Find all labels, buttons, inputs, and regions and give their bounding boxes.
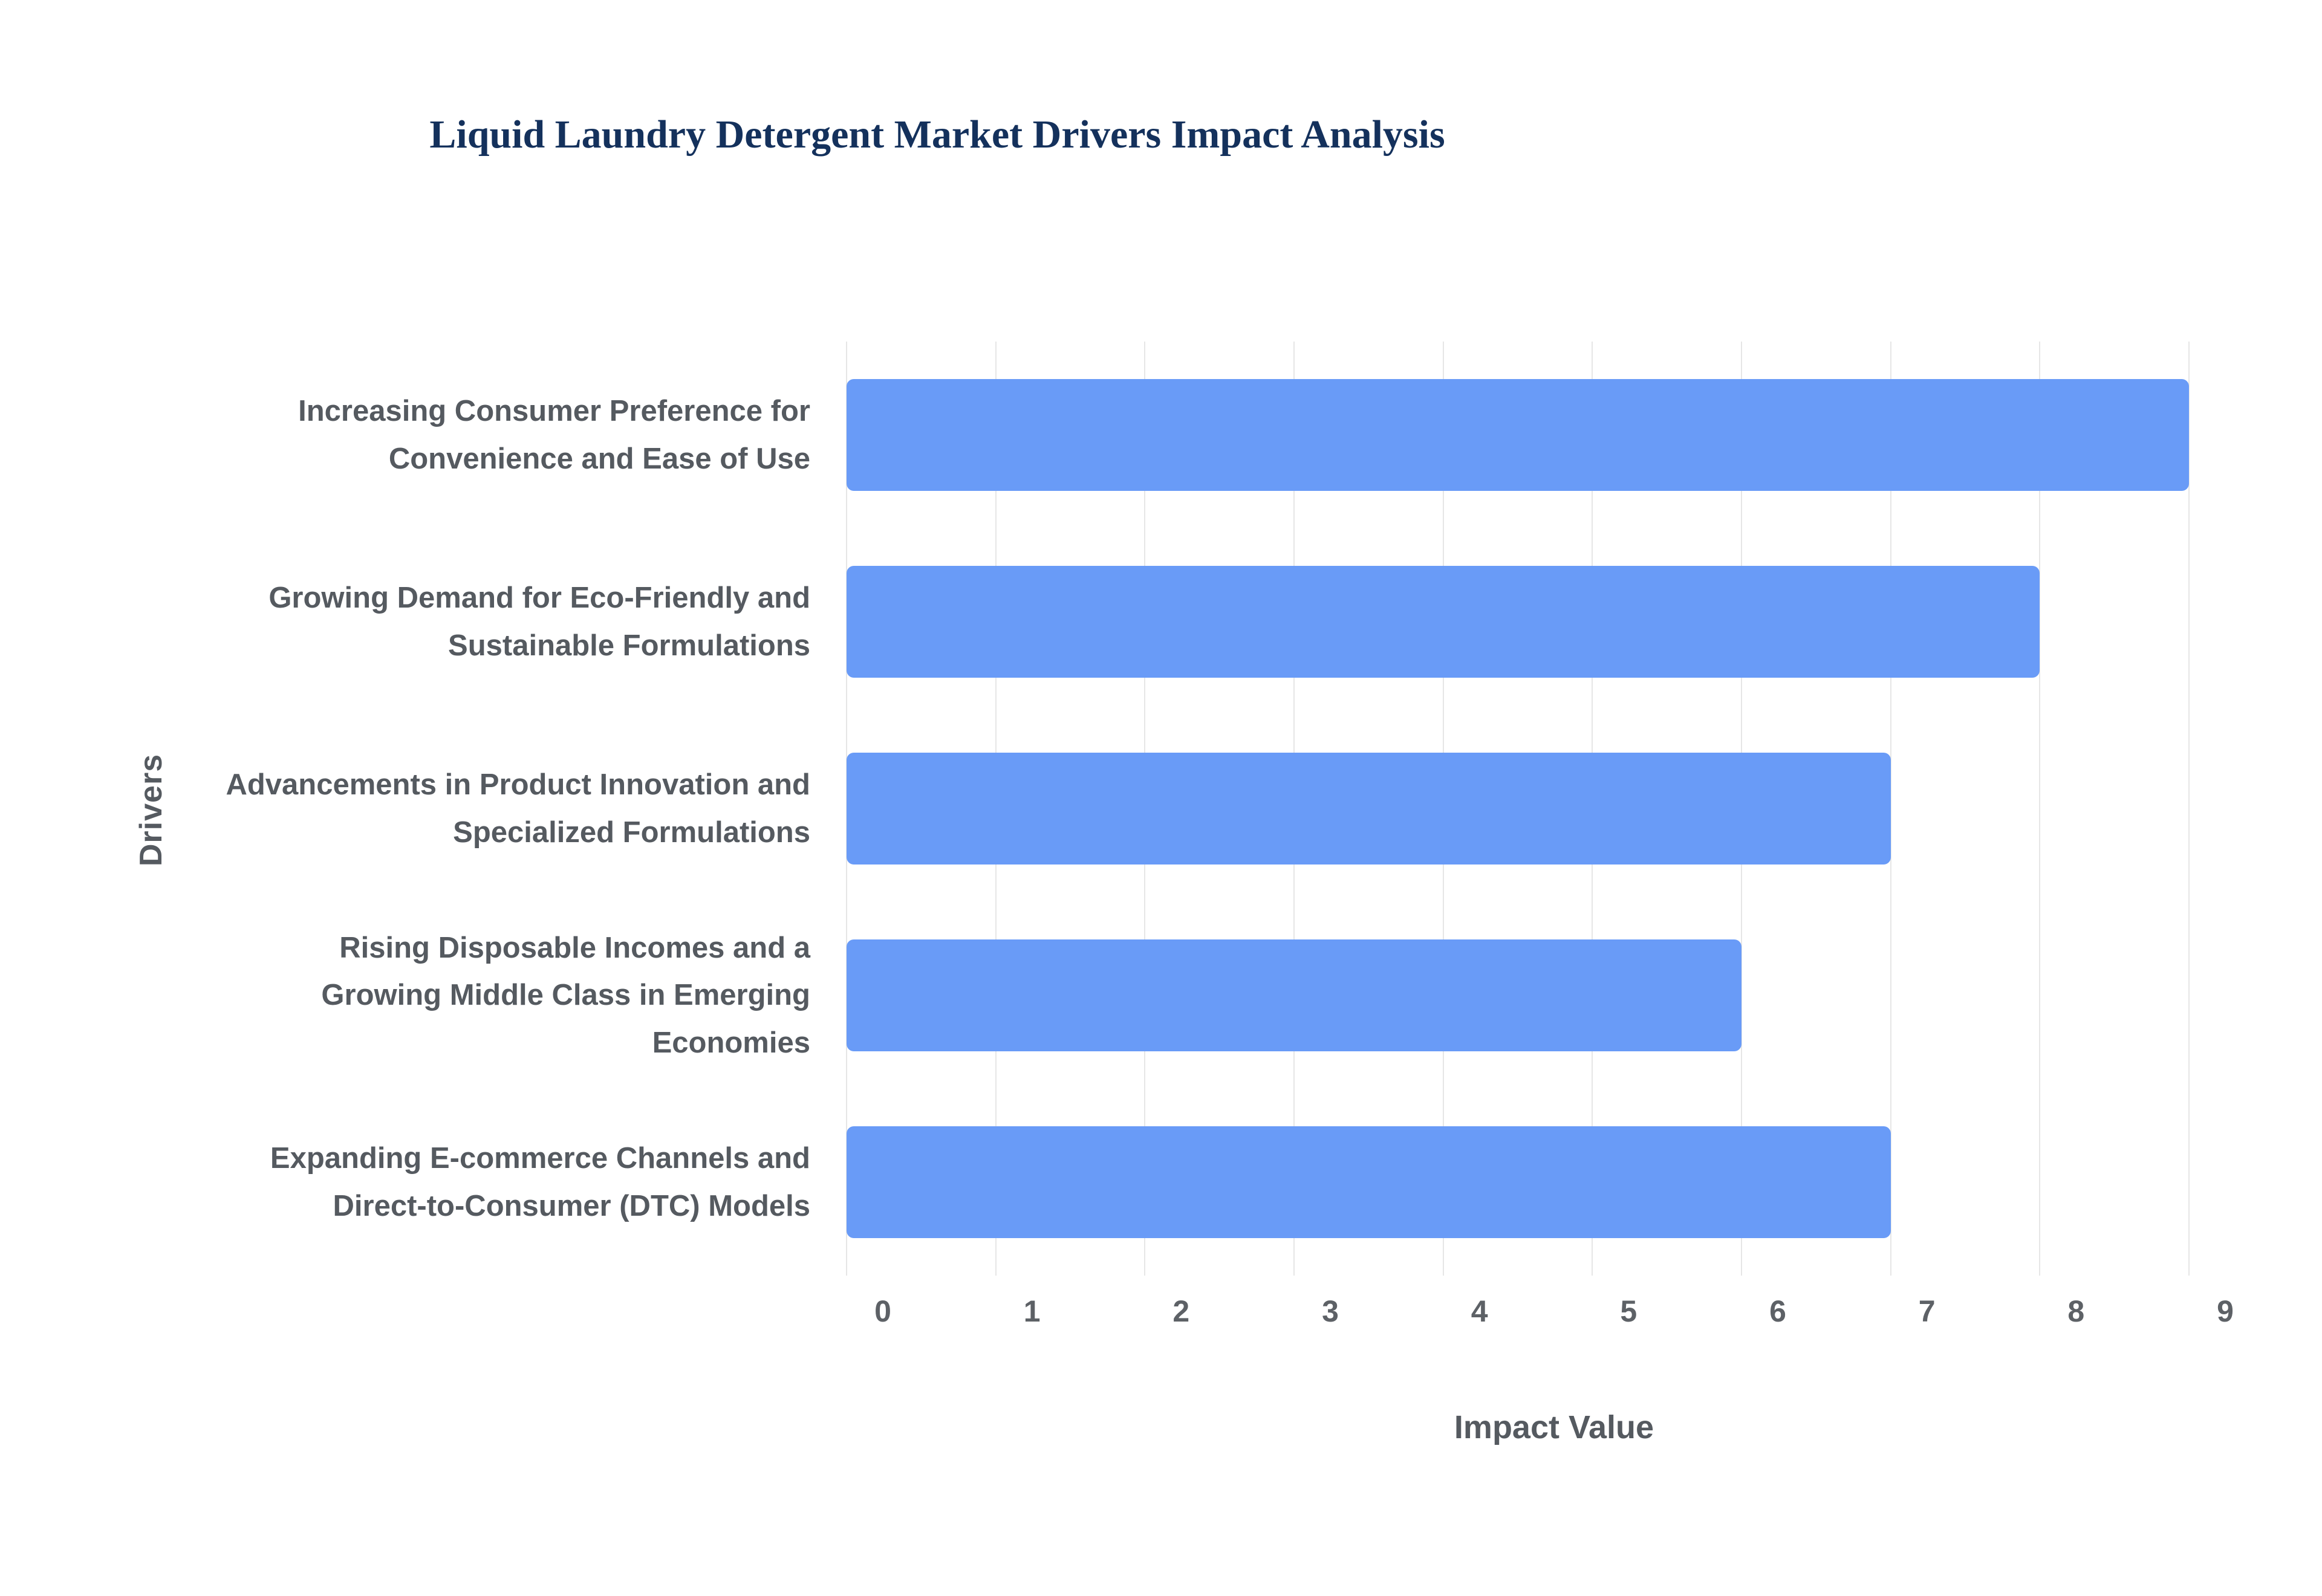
bar-3 bbox=[847, 939, 1742, 1052]
category-label-row: Growing Demand for Eco-Friendly and Sust… bbox=[0, 528, 810, 715]
category-label: Increasing Consumer Preference for Conve… bbox=[298, 395, 810, 475]
gridline-x-9 bbox=[2188, 342, 2190, 1276]
category-label: Expanding E-commerce Channels and Direct… bbox=[270, 1142, 810, 1222]
bar-row bbox=[847, 1089, 2189, 1276]
category-label: Rising Disposable Incomes and a Growing … bbox=[321, 931, 810, 1059]
category-label-row: Advancements in Product Innovation and S… bbox=[0, 715, 810, 902]
chart-body: Increasing Consumer Preference for Conve… bbox=[0, 342, 2225, 1276]
category-label-row: Expanding E-commerce Channels and Direct… bbox=[0, 1089, 810, 1276]
x-tick-label-6: 6 bbox=[1769, 1294, 1786, 1328]
category-labels-column: Increasing Consumer Preference for Conve… bbox=[0, 342, 847, 1276]
category-label: Advancements in Product Innovation and S… bbox=[226, 768, 810, 849]
x-axis-title: Impact Value bbox=[1454, 1409, 1654, 1445]
gridline-x-7 bbox=[1890, 342, 1891, 1276]
bar-row bbox=[847, 715, 2189, 902]
x-tick-label-9: 9 bbox=[2217, 1294, 2234, 1328]
x-tick-label-1: 1 bbox=[1023, 1294, 1041, 1328]
bar-0 bbox=[847, 378, 2189, 491]
x-tick-label-0: 0 bbox=[874, 1294, 891, 1328]
x-tick-label-2: 2 bbox=[1172, 1294, 1190, 1328]
plot-area bbox=[846, 342, 2190, 1276]
bar-4 bbox=[847, 1126, 1891, 1239]
category-label: Growing Demand for Eco-Friendly and Sust… bbox=[268, 582, 810, 662]
bar-2 bbox=[847, 752, 1891, 865]
bar-1 bbox=[847, 565, 2040, 678]
x-tick-label-8: 8 bbox=[2067, 1294, 2085, 1328]
category-label-row: Increasing Consumer Preference for Conve… bbox=[0, 342, 810, 528]
x-tick-label-5: 5 bbox=[1620, 1294, 1637, 1328]
gridline-x-8 bbox=[2039, 342, 2041, 1276]
bar-row bbox=[847, 902, 2189, 1089]
x-tick-label-3: 3 bbox=[1322, 1294, 1339, 1328]
x-tick-label-7: 7 bbox=[1918, 1294, 1936, 1328]
x-axis-ticks: 0 1 2 3 4 5 6 7 8 9 bbox=[874, 1294, 2234, 1342]
category-label-row: Rising Disposable Incomes and a Growing … bbox=[0, 902, 810, 1089]
bar-row bbox=[847, 342, 2189, 528]
chart-title: Liquid Laundry Detergent Market Drivers … bbox=[429, 112, 1445, 157]
x-tick-label-4: 4 bbox=[1471, 1294, 1488, 1328]
bar-row bbox=[847, 528, 2189, 715]
